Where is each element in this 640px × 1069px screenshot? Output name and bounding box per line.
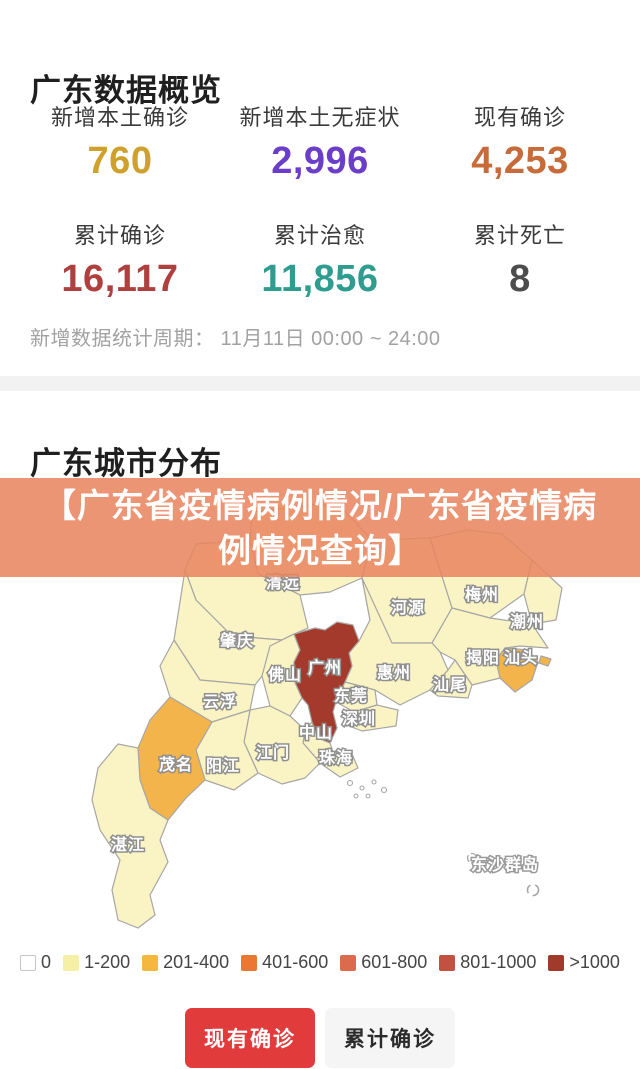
stat-value: 8 — [509, 258, 531, 300]
legend-label: 801-1000 — [460, 952, 537, 972]
label-shenzhen: 深圳 — [342, 709, 376, 728]
legend-label: 1-200 — [84, 952, 131, 972]
legend-swatch — [63, 954, 80, 971]
stat-label: 新增本土确诊 — [50, 105, 189, 130]
legend-item-5: 801-1000 — [439, 952, 536, 973]
label-dongsha: 东沙群岛 — [471, 855, 539, 874]
stat-label: 累计死亡 — [473, 223, 566, 248]
region-guangzhou[interactable] — [293, 621, 360, 744]
stat-value: 760 — [87, 140, 153, 182]
region-shenzhen[interactable] — [343, 704, 399, 732]
label-zhuhai: 珠海 — [319, 748, 353, 767]
distribution-title: 广东城市分布 — [30, 445, 222, 481]
label-zhanjiang: 湛江 — [111, 836, 145, 854]
legend-swatch — [241, 954, 258, 971]
legend-item-2: 201-400 — [142, 952, 229, 973]
stat-value: 11,856 — [261, 258, 379, 300]
label-meizhou: 梅州 — [465, 585, 499, 604]
legend-item-4: 601-800 — [340, 952, 427, 973]
region-shantou[interactable] — [495, 647, 539, 693]
map-mode-buttons: 现有确诊 累计确诊 — [0, 1008, 640, 1068]
legend-swatch — [142, 954, 159, 971]
region-shanwei[interactable] — [429, 659, 473, 699]
banner-line-2: 例情况查询】 — [218, 531, 422, 569]
label-shanwei: 汕尾 — [433, 676, 467, 694]
label-shantou: 汕头 — [504, 649, 538, 667]
legend-item-0: 0 — [20, 952, 51, 973]
stat-new-local-confirmed: 新增本土确诊 760 — [20, 100, 220, 183]
stat-label: 现有确诊 — [473, 105, 566, 130]
overview-title: 广东数据概览 — [30, 72, 222, 108]
legend-label: >1000 — [569, 952, 620, 972]
label-qingyuan: 清远 — [266, 574, 300, 592]
region-shantou-islet — [538, 655, 552, 667]
promo-banner: 【广东省疫情病例情况/广东省疫情病 例情况查询】 — [0, 478, 640, 577]
legend-label: 401-600 — [262, 952, 329, 972]
region-zhanjiang[interactable] — [91, 743, 169, 929]
legend-label: 601-800 — [361, 952, 428, 972]
stat-cumulative-cured: 累计治愈 11,856 — [220, 218, 420, 301]
cumulative-confirmed-button[interactable]: 累计确诊 — [325, 1008, 455, 1068]
stats-row-1: 新增本土确诊 760 新增本土无症状 2,996 现有确诊 4,253 — [20, 100, 620, 183]
label-heyuan: 河源 — [391, 598, 425, 617]
label-yangjiang: 阳江 — [206, 757, 240, 775]
legend-swatch — [548, 954, 565, 971]
stats-row-2: 累计确诊 16,117 累计治愈 11,856 累计死亡 8 — [20, 218, 620, 301]
label-maoming: 茂名 — [159, 755, 193, 774]
label-dongguan: 东莞 — [334, 686, 368, 705]
stat-cumulative-confirmed: 累计确诊 16,117 — [20, 218, 220, 301]
label-huizhou: 惠州 — [377, 663, 411, 682]
legend-label: 0 — [41, 952, 52, 972]
current-confirmed-button[interactable]: 现有确诊 — [185, 1008, 315, 1068]
stat-value: 4,253 — [471, 140, 569, 182]
banner-line-1: 【广东省疫情病例情况/广东省疫情病 — [42, 486, 598, 524]
dongsha-islands — [466, 852, 540, 897]
stat-label: 累计确诊 — [73, 223, 166, 248]
label-zhongshan: 中山 — [299, 723, 333, 742]
label-guangzhou: 广州 — [308, 658, 342, 677]
label-jiangmen: 江门 — [256, 743, 290, 762]
label-zhaoqing: 肇庆 — [219, 631, 254, 650]
map-legend: 0 1-200 201-400 401-600 601-800 801-1000… — [0, 952, 640, 973]
stat-current-confirmed: 现有确诊 4,253 — [420, 100, 620, 183]
coastal-islets — [346, 779, 388, 799]
stat-value: 2,996 — [271, 140, 369, 182]
label-foshan: 佛山 — [267, 665, 302, 684]
legend-item-3: 401-600 — [241, 952, 328, 973]
stat-label: 累计治愈 — [273, 223, 366, 248]
legend-swatch — [439, 954, 456, 971]
legend-swatch — [20, 954, 37, 971]
legend-item-1: 1-200 — [63, 952, 130, 973]
stat-new-local-asymptomatic: 新增本土无症状 2,996 — [220, 100, 420, 183]
stat-cumulative-deaths: 累计死亡 8 — [420, 218, 620, 301]
label-chaozhou: 潮州 — [510, 612, 544, 631]
stat-value: 16,117 — [61, 258, 179, 300]
stats-period-note: 新增数据统计周期： 11月11日 00:00 ~ 24:00 — [30, 328, 441, 350]
city-labels: 清远 梅州 河源 潮州 肇庆 揭阳 汕头 广州 惠州 佛山 汕尾 东莞 云浮 深… — [109, 573, 544, 876]
legend-item-6: >1000 — [548, 952, 620, 973]
legend-swatch — [340, 954, 357, 971]
label-jieyang: 揭阳 — [466, 648, 500, 667]
section-divider — [0, 376, 640, 391]
stat-label: 新增本土无症状 — [239, 105, 401, 130]
label-yunfu: 云浮 — [203, 692, 237, 711]
legend-label: 201-400 — [163, 952, 230, 972]
